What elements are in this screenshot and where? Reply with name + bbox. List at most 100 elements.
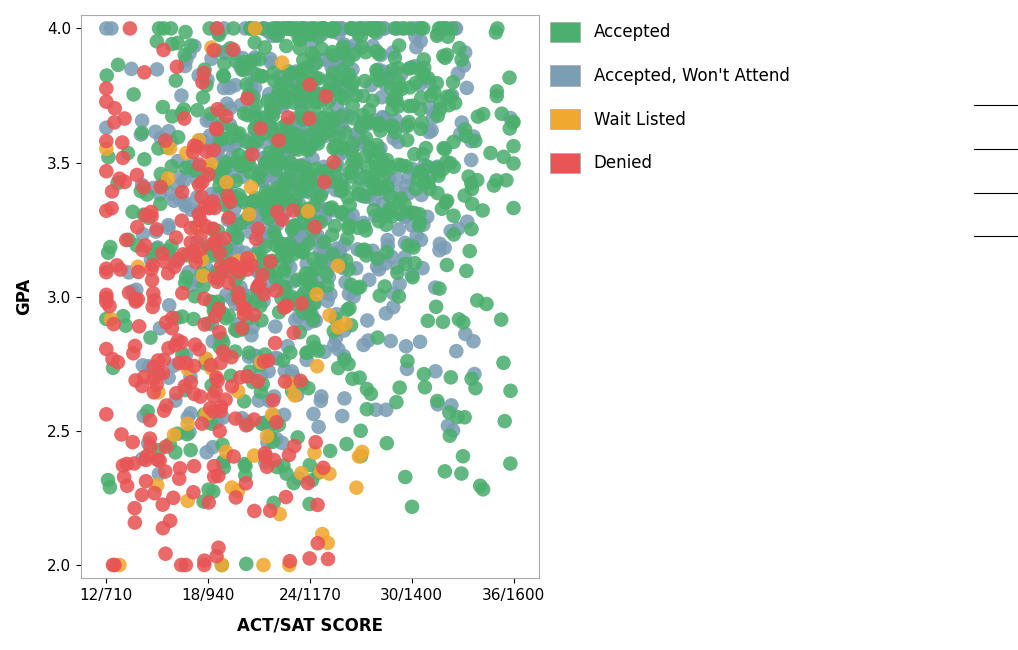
Accepted	[310, 467, 327, 478]
Accepted	[288, 89, 304, 99]
Accepted, Won't Attend	[290, 473, 306, 484]
Accepted, Won't Attend	[238, 416, 254, 426]
Accepted	[319, 268, 335, 279]
Accepted	[340, 359, 356, 369]
Denied	[203, 360, 219, 370]
Accepted	[237, 158, 253, 168]
Accepted, Won't Attend	[182, 408, 199, 419]
Denied	[119, 480, 135, 491]
Accepted	[340, 192, 356, 203]
Accepted, Won't Attend	[274, 101, 290, 112]
Accepted, Won't Attend	[304, 282, 321, 293]
Denied	[239, 265, 256, 275]
Accepted, Won't Attend	[330, 161, 346, 171]
Accepted	[276, 23, 292, 34]
Accepted, Won't Attend	[284, 366, 300, 376]
Denied	[191, 179, 208, 190]
Denied	[153, 182, 169, 192]
Accepted, Won't Attend	[378, 405, 394, 415]
Wait Listed	[179, 419, 195, 429]
Accepted	[291, 140, 307, 151]
Accepted	[201, 164, 217, 175]
Wait Listed	[129, 261, 146, 272]
Accepted	[421, 184, 438, 194]
Accepted, Won't Attend	[397, 211, 413, 221]
Accepted, Won't Attend	[321, 56, 337, 66]
Accepted	[442, 91, 458, 101]
Accepted, Won't Attend	[269, 157, 285, 167]
Accepted	[314, 255, 330, 266]
Accepted	[254, 23, 271, 34]
Accepted	[279, 77, 295, 87]
Accepted, Won't Attend	[379, 188, 395, 199]
Accepted	[249, 172, 266, 182]
Accepted, Won't Attend	[335, 79, 351, 90]
Accepted	[445, 77, 461, 87]
Accepted	[341, 220, 357, 231]
Accepted, Won't Attend	[128, 285, 145, 295]
Accepted	[263, 103, 279, 113]
Denied	[228, 492, 244, 502]
Wait Listed	[309, 361, 326, 371]
Denied	[114, 137, 130, 148]
Accepted, Won't Attend	[220, 199, 236, 209]
Accepted	[358, 384, 375, 395]
Accepted, Won't Attend	[414, 166, 431, 176]
Denied	[161, 343, 177, 354]
Accepted	[291, 43, 307, 53]
Accepted, Won't Attend	[181, 427, 197, 437]
Accepted	[307, 97, 324, 107]
Wait Listed	[149, 480, 165, 490]
Denied	[213, 406, 229, 416]
Accepted, Won't Attend	[231, 135, 247, 146]
Accepted	[335, 65, 351, 75]
Wait Listed	[315, 529, 331, 539]
Accepted, Won't Attend	[305, 127, 322, 138]
Accepted	[313, 190, 329, 200]
Accepted, Won't Attend	[292, 140, 308, 150]
Accepted	[246, 37, 263, 47]
Accepted, Won't Attend	[263, 57, 279, 68]
Accepted, Won't Attend	[377, 209, 393, 220]
Denied	[185, 487, 202, 497]
Accepted	[394, 84, 410, 94]
Accepted	[442, 430, 458, 441]
Denied	[206, 406, 222, 417]
Accepted, Won't Attend	[448, 23, 464, 34]
Accepted, Won't Attend	[309, 172, 326, 182]
Denied	[207, 311, 223, 322]
Accepted, Won't Attend	[293, 237, 309, 247]
Accepted	[315, 94, 331, 104]
Accepted, Won't Attend	[204, 189, 220, 200]
Accepted	[339, 233, 355, 244]
Accepted	[403, 62, 419, 73]
Accepted, Won't Attend	[254, 258, 271, 268]
Denied	[205, 224, 221, 234]
Accepted, Won't Attend	[404, 220, 420, 231]
Accepted, Won't Attend	[421, 103, 438, 113]
Wait Listed	[308, 289, 325, 300]
Accepted, Won't Attend	[253, 204, 270, 214]
Accepted	[302, 218, 319, 229]
Denied	[155, 523, 171, 533]
Accepted	[350, 183, 366, 193]
Accepted, Won't Attend	[222, 120, 238, 130]
Accepted, Won't Attend	[443, 226, 459, 236]
Denied	[154, 248, 170, 259]
Accepted	[248, 296, 265, 306]
Accepted, Won't Attend	[411, 80, 428, 90]
Denied	[225, 451, 241, 462]
Denied	[301, 79, 318, 90]
Denied	[226, 260, 242, 270]
X-axis label: ACT/SAT SCORE: ACT/SAT SCORE	[237, 617, 383, 635]
Accepted	[324, 26, 340, 36]
Accepted, Won't Attend	[163, 136, 179, 146]
Accepted	[156, 23, 172, 34]
Accepted, Won't Attend	[270, 27, 286, 37]
Accepted	[404, 502, 420, 512]
Denied	[259, 462, 275, 472]
Denied	[256, 289, 272, 300]
Accepted, Won't Attend	[298, 259, 315, 269]
Accepted, Won't Attend	[362, 147, 379, 157]
Accepted, Won't Attend	[263, 95, 279, 105]
